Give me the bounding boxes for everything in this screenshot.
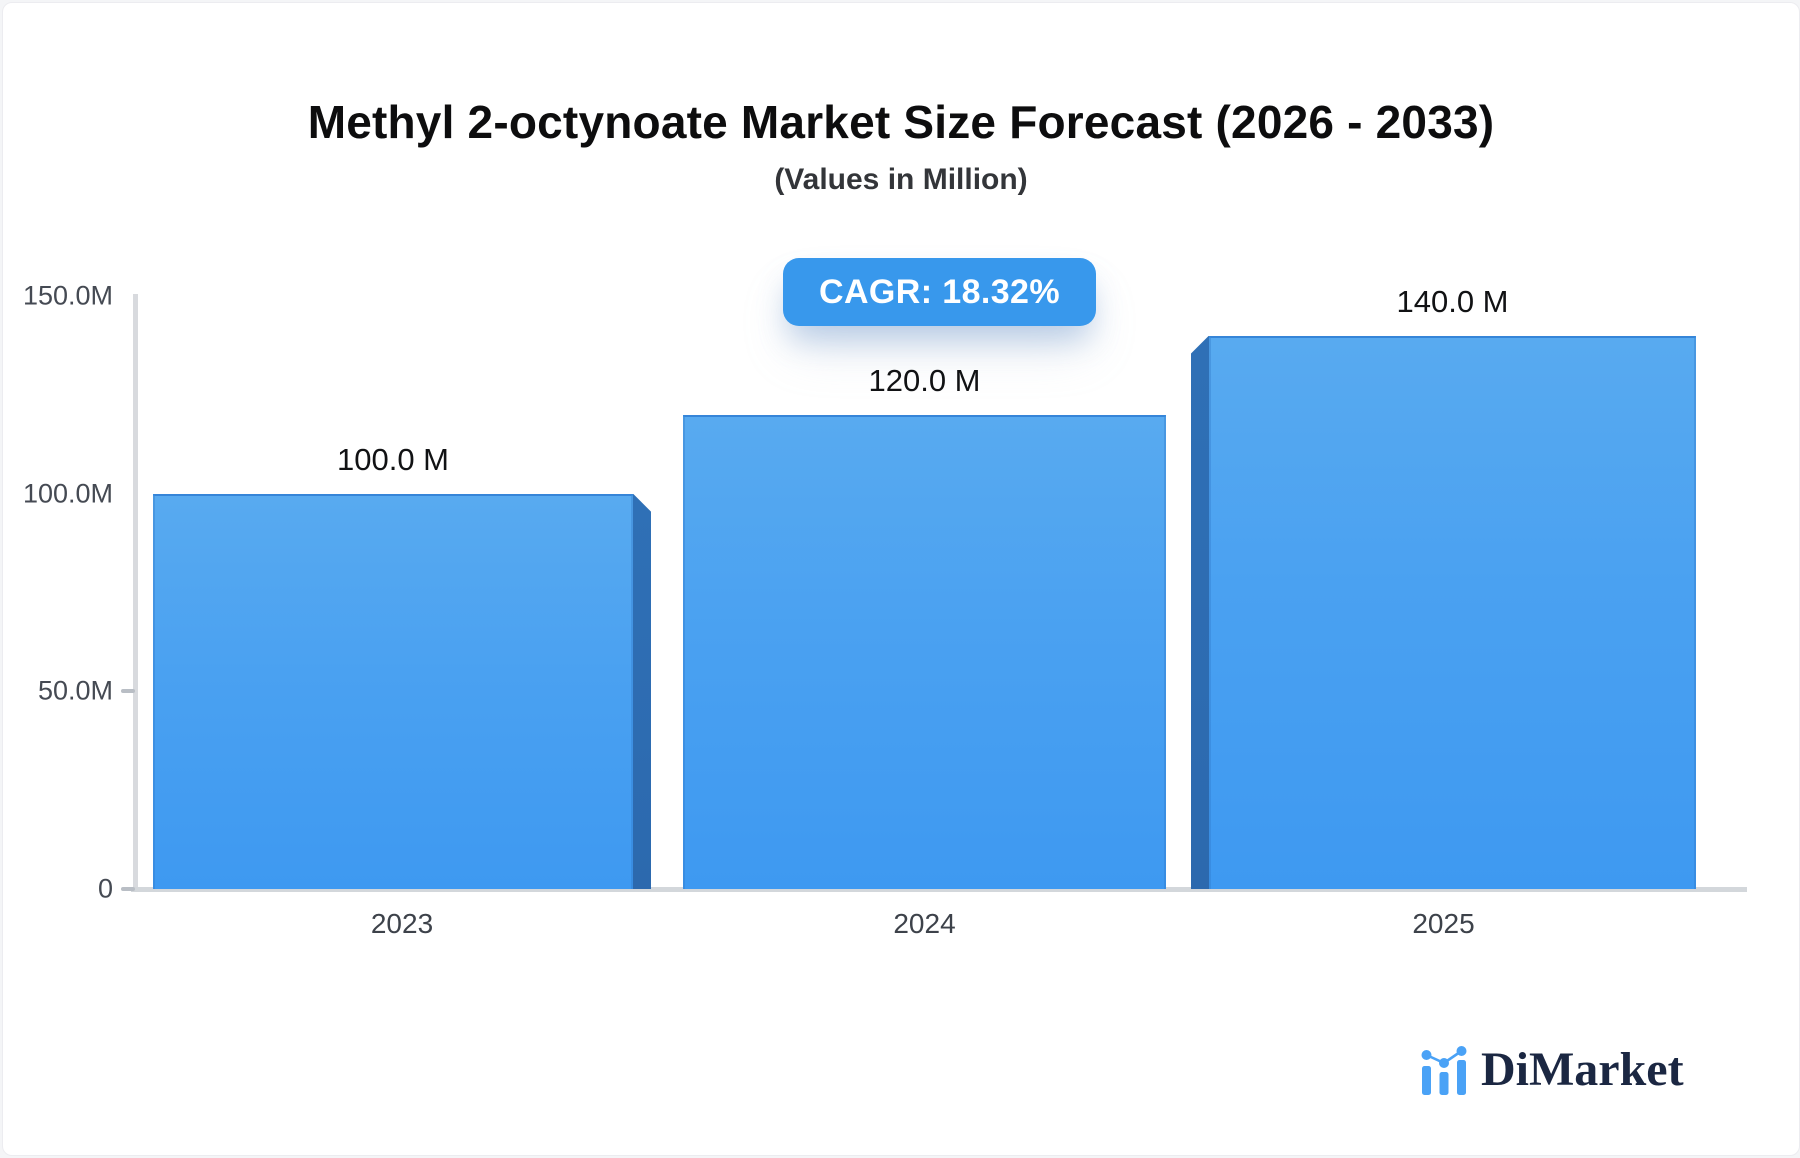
bar-value-label: 100.0 M xyxy=(336,441,450,477)
y-axis-tick-mark xyxy=(121,887,135,891)
y-axis-line xyxy=(133,294,138,891)
cagr-badge: CAGR: 18.32% xyxy=(783,258,1096,326)
bar-2023[interactable] xyxy=(153,493,633,889)
x-axis-category-label: 2025 xyxy=(1412,908,1475,939)
bar-2025[interactable] xyxy=(1209,335,1696,889)
y-axis-tick-label: 150.0M xyxy=(22,280,113,311)
x-axis-category-label: 2024 xyxy=(893,908,956,939)
dimarket-logo: DiMarket xyxy=(1421,1045,1684,1095)
bar-3d-side-2025 xyxy=(1191,335,1209,889)
mini-bar-line-chart-icon xyxy=(1421,1046,1467,1095)
x-axis-baseline xyxy=(131,887,1747,892)
chart-subtitle: (Values in Million) xyxy=(774,163,1028,196)
y-axis-tick-mark xyxy=(121,689,135,694)
bar-2024[interactable] xyxy=(683,414,1166,889)
logo-text: DiMarket xyxy=(1481,1043,1684,1096)
y-axis-tick-label: 0 xyxy=(97,873,113,904)
bar-value-label: 140.0 M xyxy=(1396,283,1509,319)
bar-3d-side-2023 xyxy=(633,493,651,889)
x-axis-category-label: 2023 xyxy=(370,908,434,939)
y-axis-tick-label: 50.0M xyxy=(37,675,113,706)
bar-value-label: 120.0 M xyxy=(868,362,981,398)
chart-title: Methyl 2-octynoate Market Size Forecast … xyxy=(307,96,1495,148)
y-axis-tick-label: 100.0M xyxy=(22,478,113,509)
